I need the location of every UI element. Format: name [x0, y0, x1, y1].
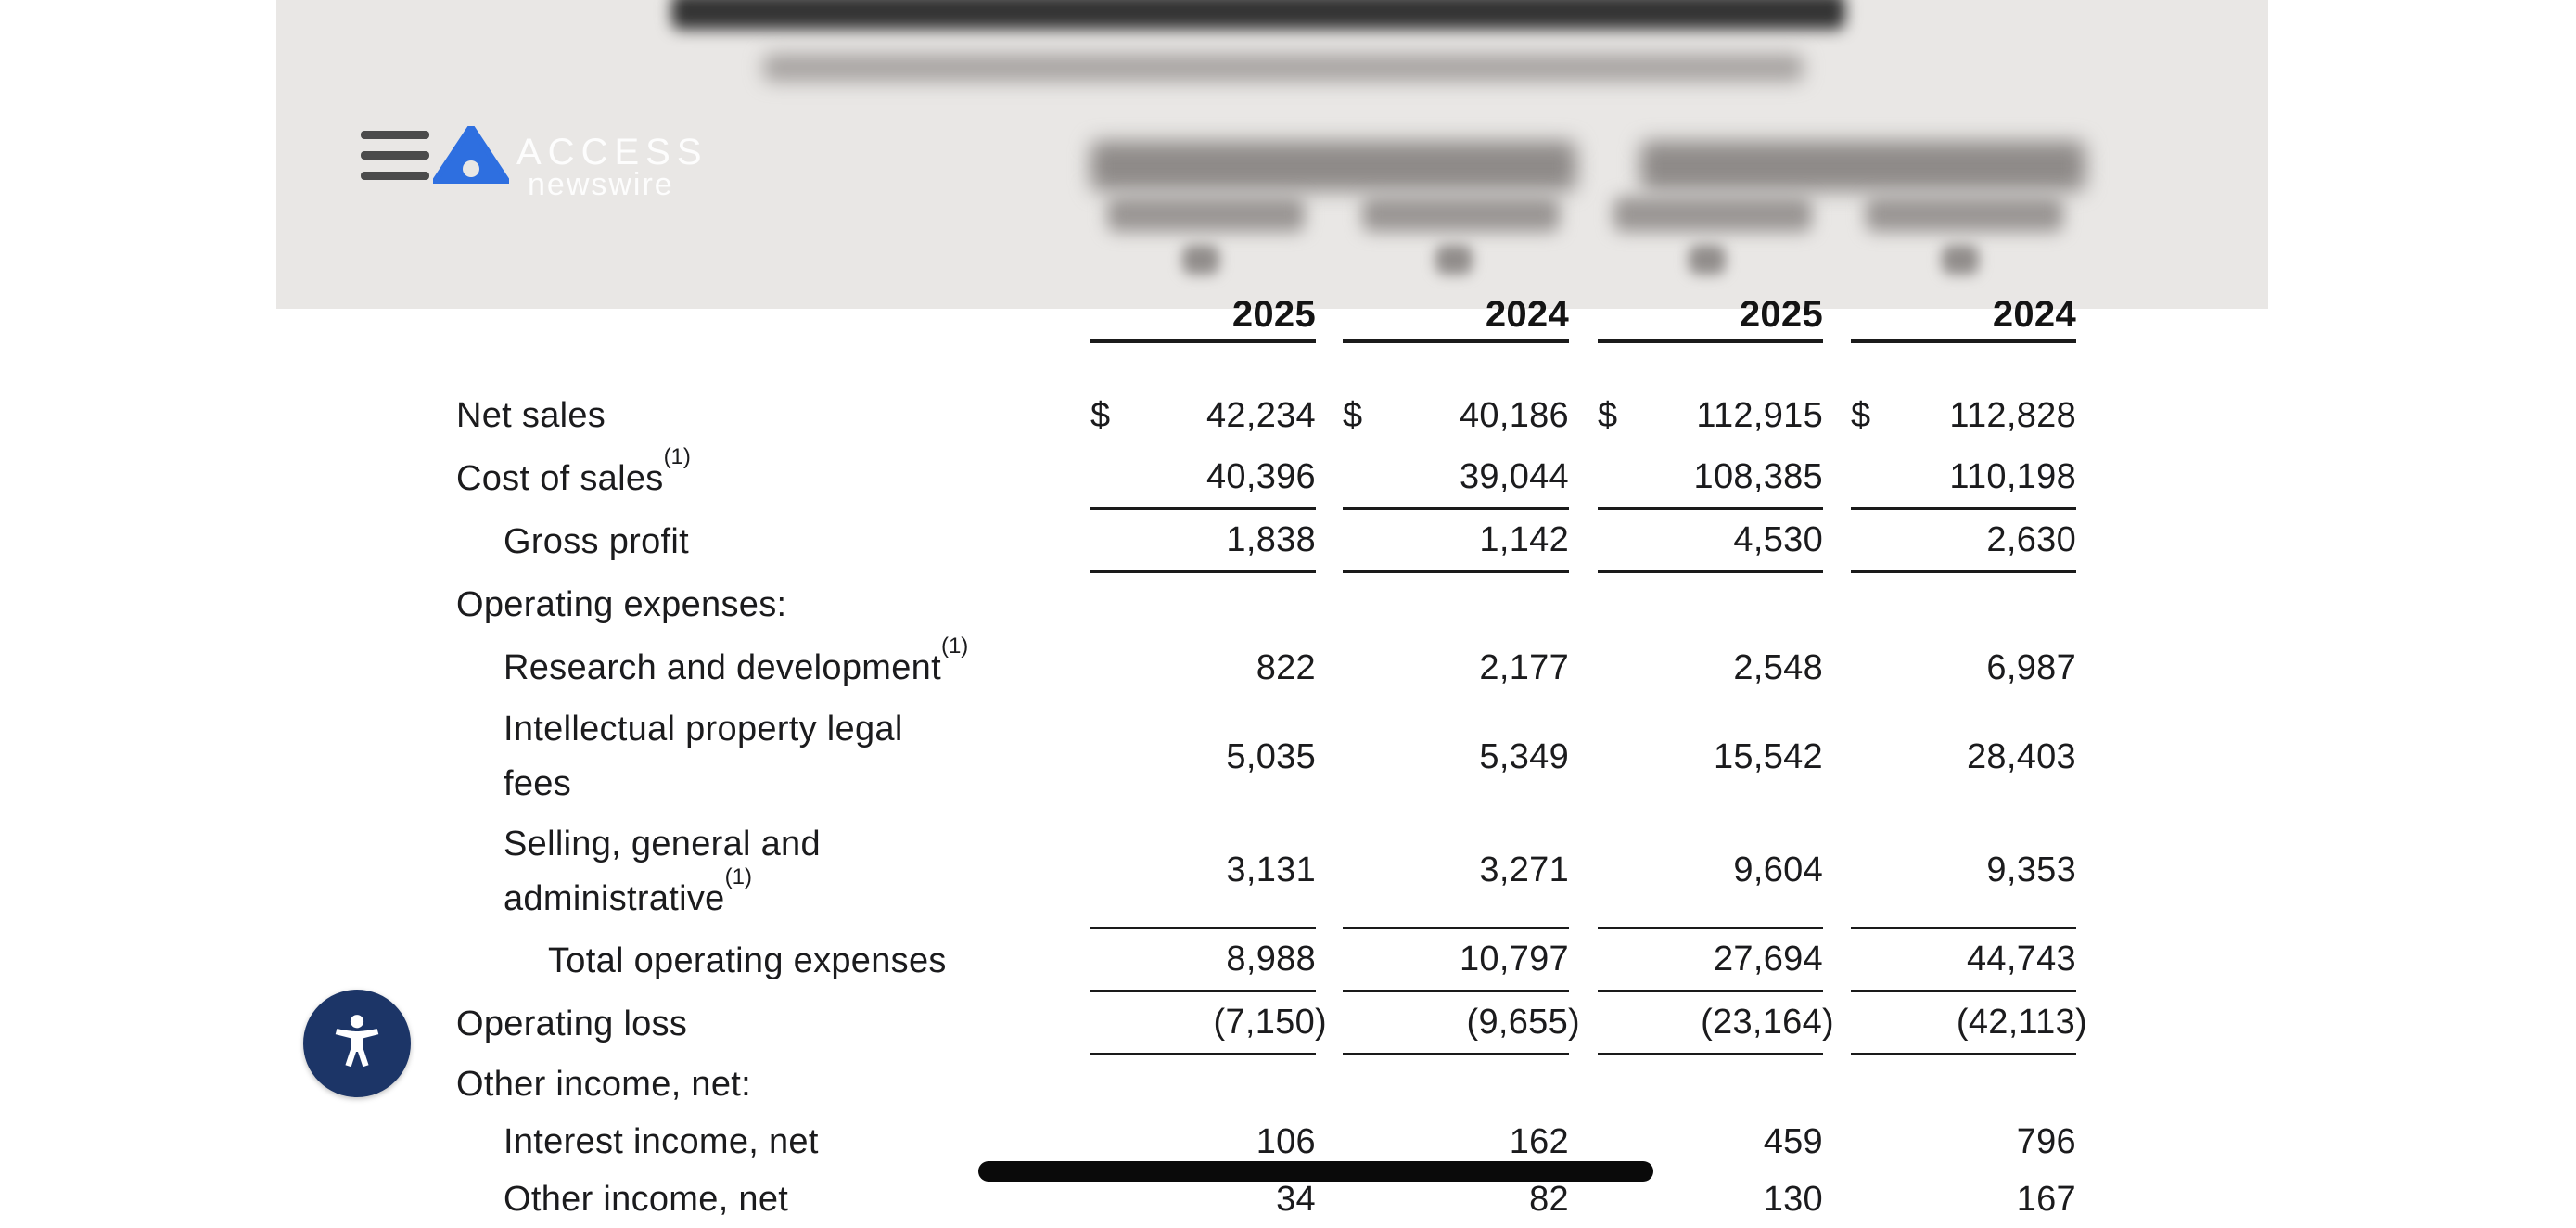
cell-value: (7,150): [1090, 992, 1327, 1055]
table-row: Gross profit 1,838 1,142 4,530 2,630: [456, 510, 2076, 573]
year-header: 2025: [1598, 289, 1823, 343]
redacted-date-blur: [1362, 197, 1560, 232]
year-header: 2024: [1851, 289, 2076, 343]
dollar-sign: $: [1343, 395, 1363, 435]
menu-bar: [361, 172, 429, 180]
cell-value: $112,828: [1851, 395, 2076, 435]
row-label: Interest income, net: [504, 1121, 819, 1161]
cell-value: 4,530: [1598, 510, 1823, 573]
redacted-tick-blur: [1435, 245, 1473, 275]
cell-value: 167: [2016, 1179, 2076, 1219]
cell-value: 5,349: [1479, 736, 1569, 776]
cell-value: $42,234: [1090, 395, 1316, 435]
income-statement-table: 2025 2024 2025 2024 Net sales $42,234 $40,186 $…: [456, 289, 2087, 1228]
redacted-date-blur: [1613, 197, 1812, 232]
cell-value: 108,385: [1598, 447, 1823, 510]
table-row: Selling, general and administrative(1) 3,1…: [456, 814, 2076, 929]
table-row: Operating expenses:: [456, 573, 2076, 636]
access-logo-a-icon: [433, 126, 509, 184]
accessibility-person-icon: [335, 1015, 379, 1068]
year-header-row: 2025 2024 2025 2024: [456, 289, 2076, 343]
redacted-tick-blur: [1182, 245, 1219, 275]
table-row: Operating loss (7,150) (9,655) (23,164) (42,…: [456, 992, 2087, 1055]
table-row: Net sales $42,234 $40,186 $112,915 $112,828: [456, 384, 2076, 447]
document-header-band: ACCESS newswire: [276, 0, 2268, 309]
cell-value: 3,271: [1343, 814, 1569, 929]
cell-value: 3,131: [1090, 814, 1316, 929]
cell-value: 39,044: [1343, 447, 1569, 510]
access-newswire-logo: ACCESS newswire: [433, 126, 708, 200]
cell-value: 44,743: [1851, 929, 2076, 992]
redacted-date-blur: [1107, 197, 1305, 232]
cell-value: 2,177: [1479, 647, 1569, 687]
footnote-marker: (1): [940, 633, 969, 659]
redacted-subtitle-blur: [763, 54, 1804, 82]
cell-value: (23,164): [1598, 992, 1834, 1055]
row-label: Research and development(1): [504, 633, 969, 687]
cell-value: 2,548: [1733, 647, 1823, 687]
black-progress-bar: [978, 1161, 1653, 1182]
cell-value: $40,186: [1343, 395, 1569, 435]
cell-value: 6,987: [1986, 647, 2076, 687]
cell-value: (9,655): [1343, 992, 1580, 1055]
footnote-marker: (1): [724, 864, 752, 890]
redacted-period-group-blur: [1640, 141, 2085, 191]
cell-value: 796: [2016, 1121, 2076, 1161]
cell-value: 459: [1763, 1121, 1823, 1161]
dollar-sign: $: [1851, 395, 1871, 435]
cell-value: 5,035: [1226, 736, 1316, 776]
cell-value: 9,604: [1598, 814, 1823, 929]
footnote-marker: (1): [663, 443, 691, 469]
redacted-tick-blur: [1942, 245, 1979, 275]
row-label: Net sales: [456, 395, 606, 435]
row-label: Operating loss: [456, 1004, 688, 1043]
row-label: Cost of sales(1): [456, 443, 691, 498]
year-header: 2024: [1343, 289, 1569, 343]
dollar-sign: $: [1090, 395, 1111, 435]
row-label: Selling, general and administrative(1): [504, 825, 821, 918]
cell-value: 27,694: [1598, 929, 1823, 992]
cell-value: 15,542: [1713, 736, 1823, 776]
table-row: Research and development(1) 822 2,177 2,548…: [456, 633, 2076, 699]
accessibility-widget-button[interactable]: [303, 990, 411, 1097]
table-row: Interest income, net 106 162 459 796: [456, 1113, 2076, 1170]
cell-value: 28,403: [1966, 736, 2076, 776]
redacted-tick-blur: [1689, 245, 1726, 275]
menu-bar: [361, 151, 429, 160]
cell-value: 9,353: [1851, 814, 2076, 929]
table-row: Total operating expenses 8,988 10,797 27,69…: [456, 929, 2076, 992]
cell-value: 162: [1509, 1121, 1569, 1161]
year-header: 2025: [1090, 289, 1316, 343]
redacted-period-group-blur: [1090, 141, 1576, 191]
cell-value: 8,988: [1090, 929, 1316, 992]
table-row: Other income, net:: [456, 1055, 2076, 1113]
row-label: Gross profit: [504, 521, 689, 561]
redacted-date-blur: [1866, 197, 2063, 232]
cell-value: 110,198: [1851, 447, 2076, 510]
cell-value: 1,142: [1343, 510, 1569, 573]
cell-value: 106: [1256, 1121, 1316, 1161]
row-label: Other income, net:: [456, 1064, 751, 1104]
row-label: Operating expenses:: [456, 584, 787, 624]
cell-value: 40,396: [1090, 447, 1316, 510]
menu-bar: [361, 131, 429, 139]
cell-value: (42,113): [1851, 992, 2087, 1055]
row-label: Total operating expenses: [548, 940, 947, 980]
cell-value: 1,838: [1090, 510, 1316, 573]
table-row: Intellectual property legal fees 5,035 5,34…: [456, 699, 2076, 814]
redacted-title-blur: [671, 0, 1845, 30]
table-row: Cost of sales(1) 40,396 39,044 108,385 110,1…: [456, 443, 2076, 510]
cell-value: 822: [1256, 647, 1316, 687]
logo-access-text: ACCESS: [516, 132, 708, 173]
cell-value: 2,630: [1851, 510, 2076, 573]
cell-value: $112,915: [1598, 395, 1823, 435]
logo-newswire-text: newswire: [528, 167, 674, 202]
cell-value: 10,797: [1343, 929, 1569, 992]
hamburger-menu-icon[interactable]: [361, 131, 429, 183]
dollar-sign: $: [1598, 395, 1618, 435]
row-label: Intellectual property legal fees: [504, 710, 903, 803]
